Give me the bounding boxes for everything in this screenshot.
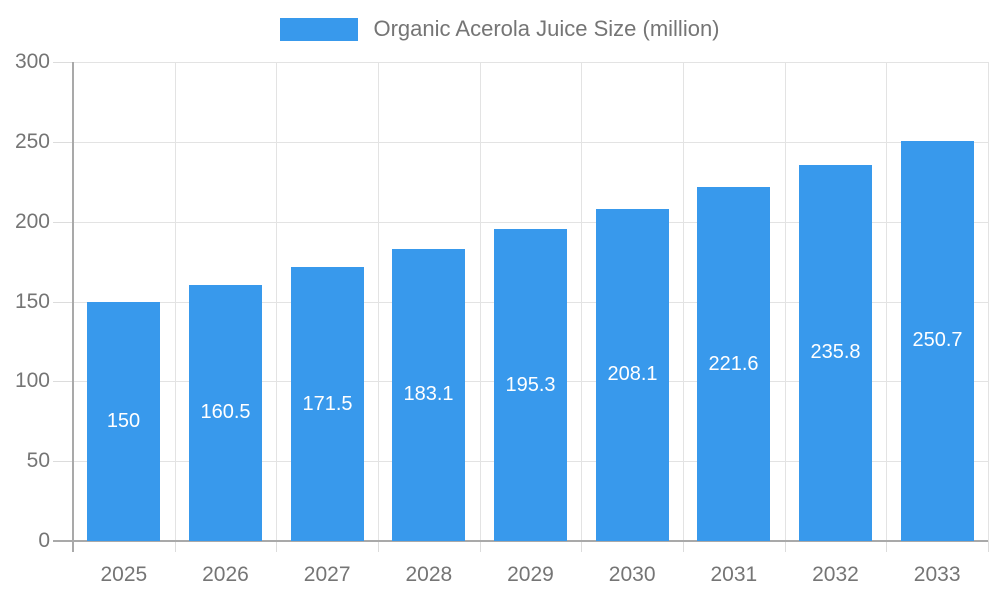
bar: 160.5 — [189, 284, 262, 541]
legend-label[interactable]: Organic Acerola Juice Size (million) — [373, 16, 720, 41]
bar-value-label: 150 — [106, 409, 141, 432]
bar-value-label: 235.8 — [810, 341, 861, 364]
y-axis-tick-label: 50 — [26, 449, 50, 473]
y-axis-line — [72, 62, 74, 552]
y-axis-tick — [53, 381, 73, 383]
x-gridline — [886, 62, 888, 541]
y-axis-tick-label: 300 — [14, 50, 50, 73]
x-axis-tick — [988, 541, 989, 552]
x-axis-tick — [276, 541, 278, 552]
y-gridline — [73, 62, 988, 63]
bar-value-label: 208.1 — [607, 363, 658, 386]
y-axis-tick-label: 200 — [14, 209, 50, 233]
legend-swatch-icon[interactable] — [280, 17, 359, 41]
x-axis-tick — [784, 541, 786, 552]
x-gridline — [784, 62, 786, 541]
x-axis-tick-label: 2032 — [812, 563, 859, 586]
x-gridline — [988, 62, 989, 541]
bar-value-label: 183.1 — [403, 383, 454, 406]
y-gridline — [73, 141, 988, 143]
chart-legend[interactable]: Organic Acerola Juice Size (million) — [0, 14, 1000, 44]
x-axis-tick — [683, 541, 684, 552]
y-axis-tick — [53, 301, 73, 303]
y-axis-tick — [53, 141, 73, 143]
x-axis-tick-label: 2027 — [303, 563, 351, 586]
y-axis-tick-label: 150 — [14, 289, 50, 313]
bar: 208.1 — [596, 208, 669, 541]
bar: 183.1 — [392, 248, 465, 541]
x-gridline — [276, 62, 278, 541]
bar-value-label: 160.5 — [200, 401, 251, 424]
x-gridline — [581, 62, 583, 541]
x-axis-tick-label: 2033 — [913, 563, 961, 586]
bar: 250.7 — [901, 140, 974, 541]
bar: 195.3 — [494, 229, 567, 541]
bar: 150 — [87, 301, 160, 541]
bar: 171.5 — [291, 267, 364, 541]
x-axis-tick-label: 2030 — [608, 563, 656, 586]
y-axis-tick-label: 0 — [38, 529, 50, 552]
x-axis-tick-label: 2031 — [710, 563, 758, 586]
x-axis-tick — [378, 541, 379, 552]
x-axis-tick-label: 2026 — [202, 563, 249, 586]
y-gridline — [73, 221, 988, 223]
y-axis-tick-label: 250 — [14, 129, 50, 153]
y-axis-tick — [53, 221, 73, 223]
x-axis-tick-label: 2025 — [100, 563, 148, 586]
y-axis-tick — [53, 461, 73, 463]
x-gridline — [683, 62, 684, 541]
bar-value-label: 195.3 — [505, 373, 556, 396]
bar-value-label: 171.5 — [302, 392, 353, 415]
x-axis-tick-label: 2029 — [507, 563, 554, 586]
x-axis-tick — [886, 541, 888, 552]
bar-value-label: 250.7 — [912, 329, 963, 352]
bar-value-label: 221.6 — [708, 352, 759, 375]
y-axis-tick — [53, 62, 73, 63]
x-axis-tick-label: 2028 — [405, 563, 453, 586]
y-axis-tick-label: 100 — [14, 369, 50, 393]
x-gridline — [378, 62, 379, 541]
x-gridline — [479, 62, 481, 541]
x-axis-tick — [479, 541, 481, 552]
x-gridline — [174, 62, 176, 541]
bar: 221.6 — [697, 187, 770, 541]
x-axis-tick — [174, 541, 176, 552]
bar: 235.8 — [799, 164, 872, 541]
x-axis-line — [53, 540, 988, 542]
x-axis-tick — [581, 541, 583, 552]
